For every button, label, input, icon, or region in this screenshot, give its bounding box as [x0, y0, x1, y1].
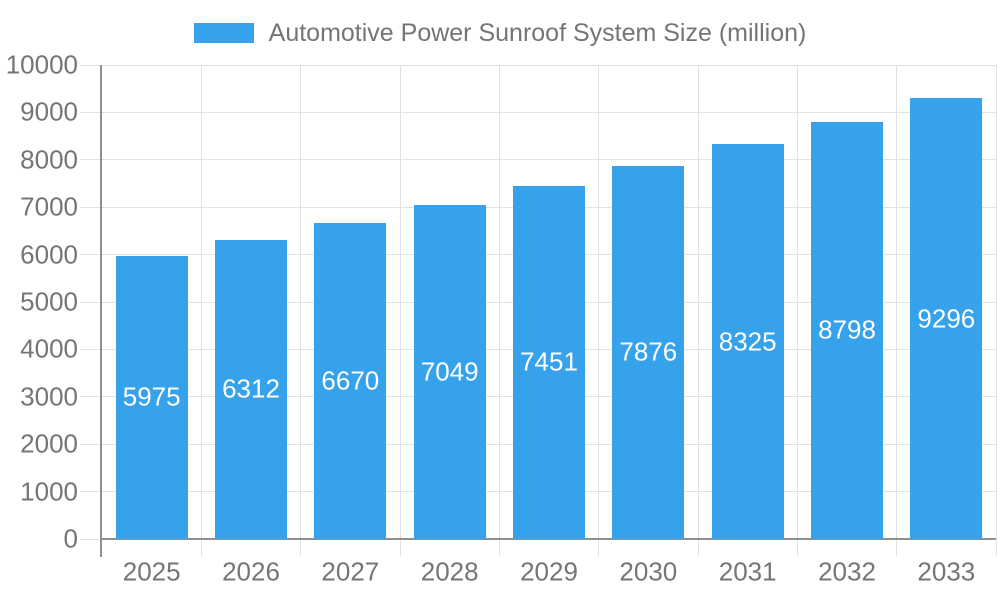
bar-value-label: 7049: [420, 356, 479, 387]
y-tick-label: 2000: [20, 428, 78, 459]
legend: Automotive Power Sunroof System Size (mi…: [0, 18, 1000, 48]
bar-2032[interactable]: [811, 121, 883, 539]
y-axis-tick: [80, 538, 102, 540]
y-axis-tick: [80, 64, 102, 66]
legend-label: Automotive Power Sunroof System Size (mi…: [268, 18, 807, 47]
y-axis-tick: [80, 348, 102, 350]
bar-2028[interactable]: [413, 204, 486, 539]
bar-value-label: 8798: [818, 314, 876, 345]
x-tick-label: 2029: [520, 556, 578, 587]
y-axis-tick: [80, 491, 102, 493]
y-tick-label: 7000: [20, 191, 78, 222]
bar-value-label: 5975: [122, 381, 181, 412]
gridline-v: [598, 65, 600, 556]
bar-value-label: 8325: [718, 326, 777, 357]
y-tick-label: 6000: [20, 239, 78, 270]
y-axis-tick: [80, 254, 102, 256]
x-tick-label: 2026: [222, 556, 280, 587]
bar-value-label: 6312: [222, 373, 280, 404]
bar-2033[interactable]: [910, 98, 983, 539]
gridline-v: [796, 65, 798, 556]
y-tick-label: 9000: [20, 96, 78, 127]
legend-swatch-icon: [193, 23, 254, 43]
y-tick-label: 0: [63, 523, 78, 554]
x-tick-label: 2025: [122, 556, 181, 587]
bar-2030[interactable]: [612, 165, 685, 539]
gridline-v: [697, 65, 699, 556]
gridline-v: [399, 65, 401, 556]
y-axis-tick: [80, 396, 102, 398]
legend-item[interactable]: Automotive Power Sunroof System Size (mi…: [193, 18, 807, 48]
gridline-v: [995, 65, 997, 556]
y-tick-label: 1000: [20, 476, 78, 507]
bar-2025[interactable]: [115, 255, 188, 539]
y-axis-tick: [80, 159, 102, 161]
gridline-v: [896, 65, 898, 556]
y-tick-label: 4000: [20, 333, 78, 364]
x-tick-label: 2033: [917, 556, 976, 587]
bar-2031[interactable]: [711, 144, 784, 539]
x-tick-label: 2032: [818, 556, 876, 587]
x-tick-label: 2030: [619, 556, 678, 587]
bar-2026[interactable]: [215, 239, 287, 539]
gridline-h: [102, 159, 996, 161]
bar-value-label: 6670: [321, 365, 380, 396]
gridline-v: [200, 65, 202, 556]
bar-2027[interactable]: [314, 222, 387, 539]
gridline-v: [498, 65, 500, 556]
y-tick-label: 10000: [5, 49, 78, 80]
y-tick-label: 5000: [20, 286, 78, 317]
gridline-h: [102, 111, 996, 113]
y-axis-tick: [80, 111, 102, 113]
bar-value-label: 9296: [917, 303, 976, 334]
x-tick-label: 2027: [321, 556, 380, 587]
y-axis-tick: [80, 206, 102, 208]
bar-value-label: 7451: [520, 346, 578, 377]
y-tick-label: 8000: [20, 144, 78, 175]
x-axis-line: [102, 538, 996, 540]
y-axis-tick: [80, 443, 102, 445]
y-axis-line: [100, 65, 102, 557]
y-axis-tick: [80, 301, 102, 303]
bar-value-label: 7876: [619, 336, 678, 367]
gridline-v: [300, 65, 302, 556]
x-tick-label: 2028: [420, 556, 479, 587]
gridline-h: [102, 64, 996, 66]
bar-2029[interactable]: [513, 185, 585, 539]
x-tick-label: 2031: [718, 556, 777, 587]
y-tick-label: 3000: [20, 381, 78, 412]
